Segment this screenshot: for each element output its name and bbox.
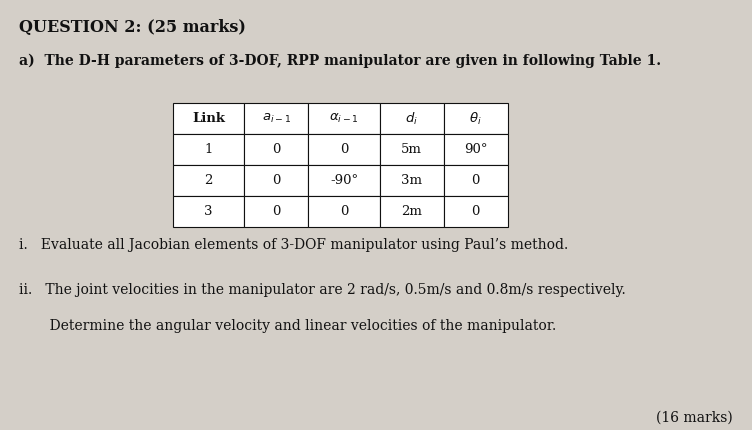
Bar: [173, 196, 244, 227]
Text: i.   Evaluate all Jacobian elements of 3-DOF manipulator using Paul’s method.: i. Evaluate all Jacobian elements of 3-D…: [19, 238, 568, 252]
Text: Determine the angular velocity and linear velocities of the manipulator.: Determine the angular velocity and linea…: [19, 319, 556, 334]
Text: $d_i$: $d_i$: [405, 111, 418, 127]
Bar: [244, 103, 308, 134]
Text: -90°: -90°: [330, 174, 358, 187]
Text: 0: 0: [272, 205, 280, 218]
Text: (16 marks): (16 marks): [656, 411, 733, 425]
Text: 90°: 90°: [464, 143, 487, 156]
Bar: [244, 196, 308, 227]
Bar: [308, 103, 380, 134]
Bar: [380, 165, 444, 196]
Text: $\alpha_{i-1}$: $\alpha_{i-1}$: [329, 112, 359, 125]
Text: 0: 0: [472, 174, 480, 187]
Text: 0: 0: [272, 143, 280, 156]
Bar: [308, 196, 380, 227]
Bar: [244, 165, 308, 196]
Text: 0: 0: [272, 174, 280, 187]
Bar: [308, 134, 380, 165]
Text: $a_{i-1}$: $a_{i-1}$: [262, 112, 291, 125]
Bar: [380, 103, 444, 134]
Bar: [444, 196, 508, 227]
Text: 2m: 2m: [402, 205, 422, 218]
Text: 3m: 3m: [402, 174, 422, 187]
Bar: [173, 165, 244, 196]
Text: 0: 0: [472, 205, 480, 218]
Bar: [444, 165, 508, 196]
Text: Link: Link: [193, 112, 225, 125]
Text: 5m: 5m: [402, 143, 422, 156]
Text: 0: 0: [340, 143, 348, 156]
Text: $\theta_i$: $\theta_i$: [469, 111, 482, 127]
Bar: [173, 134, 244, 165]
Text: QUESTION 2: (25 marks): QUESTION 2: (25 marks): [19, 19, 246, 37]
Text: ii.   The joint velocities in the manipulator are 2 rad/s, 0.5m/s and 0.8m/s res: ii. The joint velocities in the manipula…: [19, 283, 626, 297]
Bar: [380, 134, 444, 165]
Bar: [444, 103, 508, 134]
Text: 2: 2: [205, 174, 213, 187]
Bar: [173, 103, 244, 134]
Text: 3: 3: [205, 205, 213, 218]
Text: a)  The D-H parameters of 3-DOF, RPP manipulator are given in following Table 1.: a) The D-H parameters of 3-DOF, RPP mani…: [19, 54, 661, 68]
Bar: [244, 134, 308, 165]
Text: 0: 0: [340, 205, 348, 218]
Bar: [444, 134, 508, 165]
Text: 1: 1: [205, 143, 213, 156]
Bar: [380, 196, 444, 227]
Bar: [308, 165, 380, 196]
